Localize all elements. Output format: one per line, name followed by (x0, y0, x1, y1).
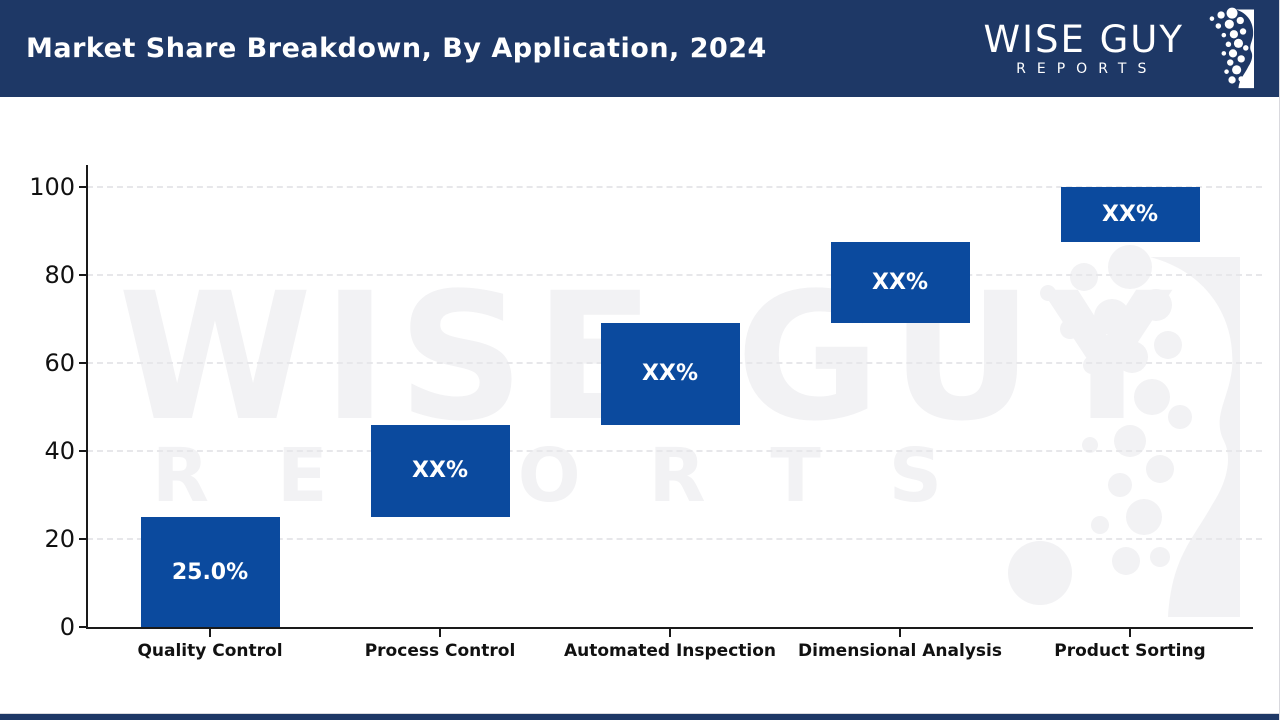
gridline (87, 274, 1262, 276)
y-tick-label: 20 (44, 525, 75, 553)
bottom-divider (0, 713, 1279, 714)
gridline (87, 186, 1262, 188)
y-tick-mark (79, 362, 87, 364)
bar: XX% (830, 242, 970, 324)
x-tick-label: Quality Control (137, 641, 283, 661)
x-tick-mark (209, 629, 211, 637)
gridline (87, 538, 1262, 540)
x-tick-mark (899, 629, 901, 637)
watermark-reports-text: REPORTS (152, 433, 1011, 519)
x-tick-mark (439, 629, 441, 637)
footer-strip (0, 714, 1279, 720)
y-tick-label: 80 (44, 261, 75, 289)
bar: XX% (600, 323, 740, 425)
x-axis-line (86, 627, 1253, 629)
header: Market Share Breakdown, By Application, … (0, 0, 1279, 97)
bar-value-label: XX% (1102, 202, 1158, 227)
bar: XX% (370, 424, 510, 517)
x-tick-mark (1129, 629, 1131, 637)
logo-wiseguy-label: WISE GUY (983, 18, 1184, 61)
bar-value-label: 25.0% (171, 559, 249, 585)
wiseguy-head-icon (1190, 5, 1254, 93)
watermark-head-icon (960, 217, 1240, 621)
y-tick-label: 0 (59, 613, 75, 641)
gridline (87, 450, 1262, 452)
logo-reports-label: REPORTS (1016, 61, 1158, 77)
chart-area: WISE GUY REPORTS 0 20 40 60 80 100 25.0% Qualit… (0, 97, 1279, 714)
bar-value-label: XX% (872, 270, 928, 296)
wiseguy-logo: WISE GUY REPORTS (984, 5, 1254, 93)
x-tick-label: Process Control (364, 641, 516, 661)
y-tick-label: 100 (29, 173, 75, 201)
x-tick-label: Product Sorting (1054, 641, 1206, 661)
y-tick-mark (79, 274, 87, 276)
y-tick-mark (79, 626, 87, 628)
bar: XX% (1060, 187, 1200, 242)
y-tick-mark (79, 538, 87, 540)
y-tick-label: 60 (44, 349, 75, 377)
y-axis-line (86, 165, 88, 629)
bar: 25.0% (140, 517, 280, 627)
page-title: Market Share Breakdown, By Application, … (26, 33, 767, 64)
bar-value-label: XX% (642, 361, 698, 387)
wiseguy-logo-text: WISE GUY REPORTS (984, 21, 1184, 76)
y-tick-label: 40 (44, 437, 75, 465)
y-tick-mark (79, 450, 87, 452)
y-tick-mark (79, 186, 87, 188)
x-tick-mark (669, 629, 671, 637)
x-tick-label: Automated Inspection (563, 641, 777, 661)
x-tick-label: Dimensional Analysis (798, 641, 1002, 661)
bar-value-label: XX% (412, 458, 468, 484)
